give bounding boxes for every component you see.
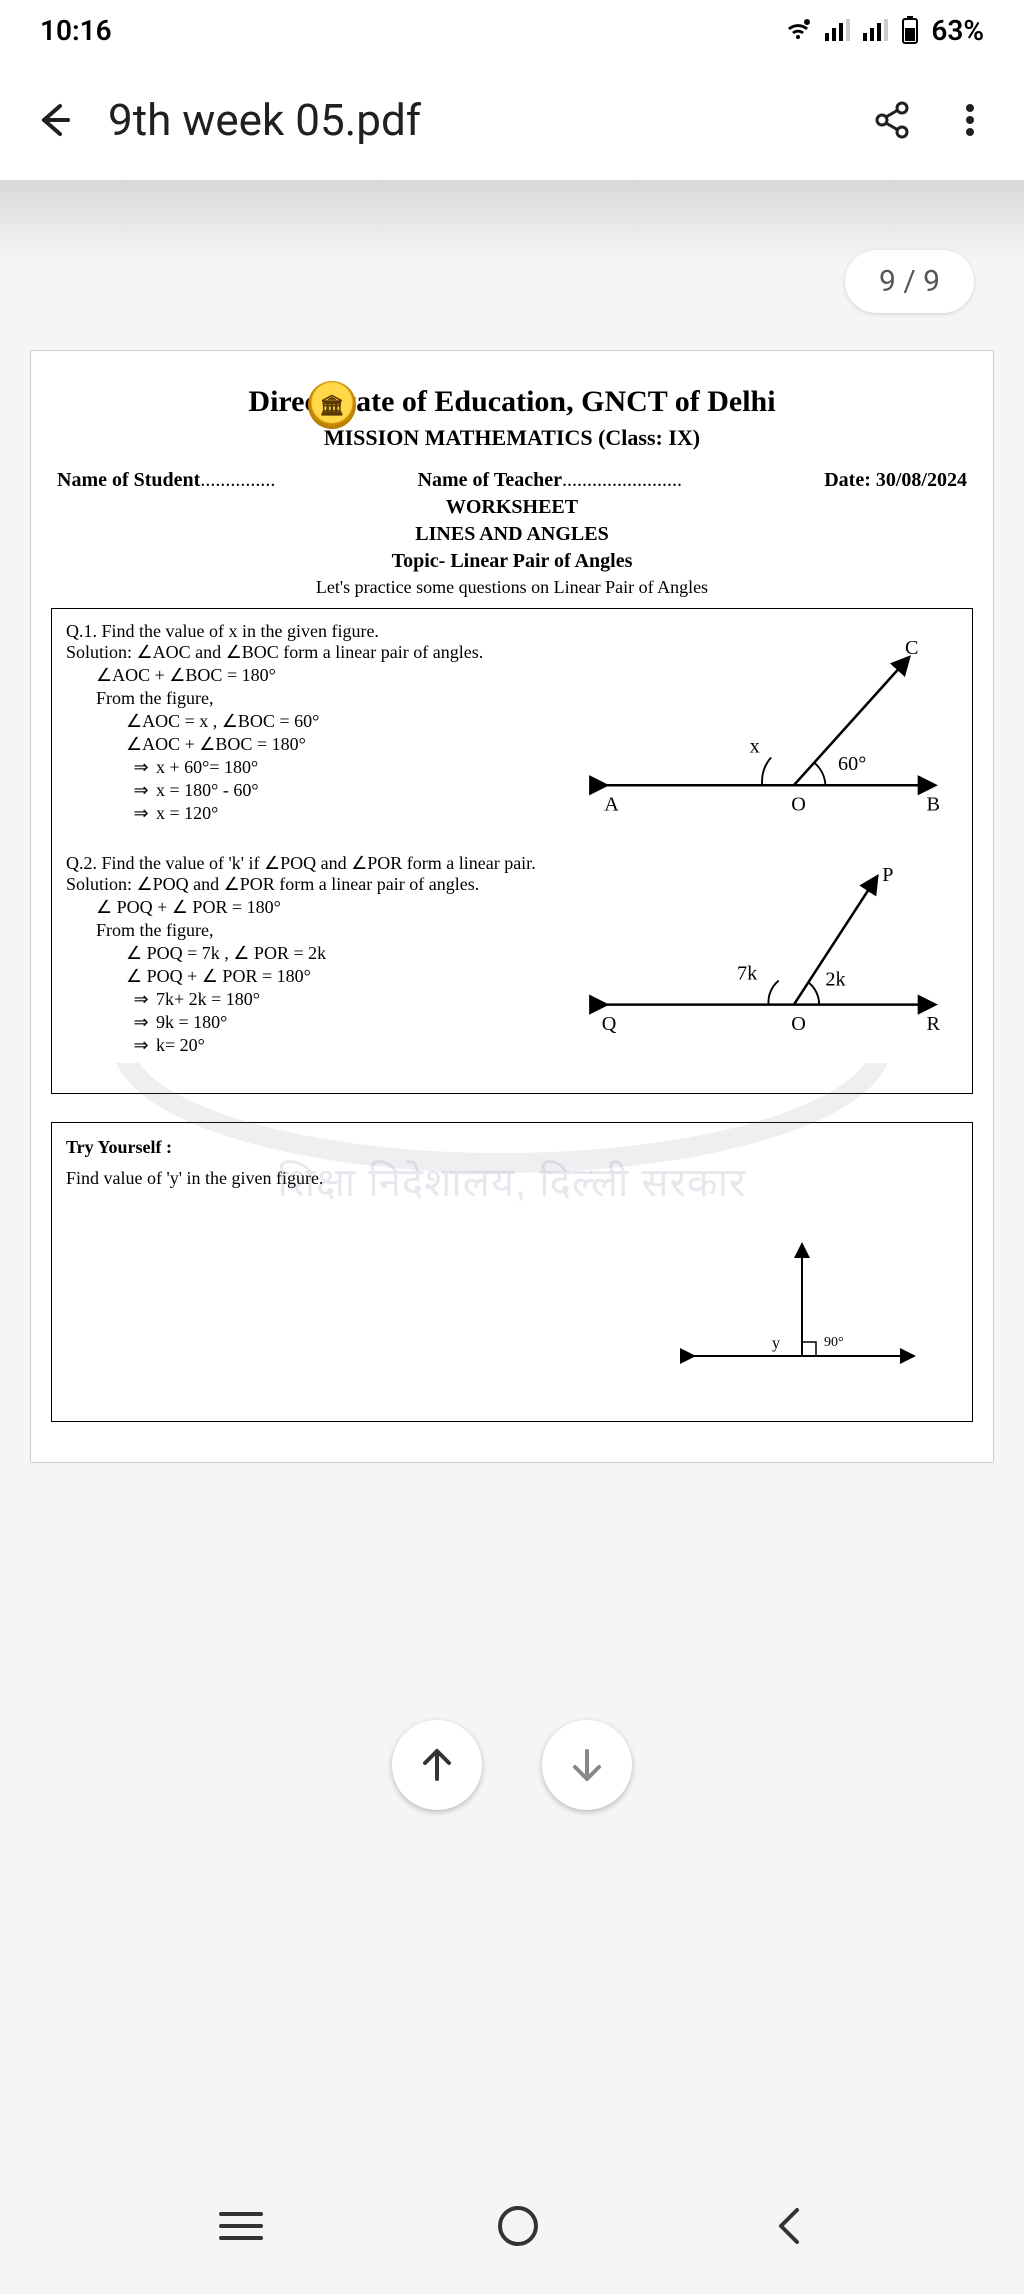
org-title: Directorate of Education, GNCT of Delhi <box>51 385 973 419</box>
q2-l6: ⇒9k = 180° <box>126 1012 559 1033</box>
svg-text:C: C <box>905 637 918 659</box>
practice-line: Let's practice some questions on Linear … <box>51 577 973 598</box>
circle-icon <box>494 2202 542 2250</box>
student-label: Name of Student <box>57 469 275 492</box>
status-time: 10:16 <box>40 14 112 47</box>
page-down-button[interactable] <box>542 1720 632 1810</box>
q1-l3: ∠AOC = x , ∠BOC = 60° <box>126 711 559 732</box>
date-label: Date: 30/08/2024 <box>824 469 967 492</box>
q1-l5: ⇒x + 60°= 180° <box>126 757 559 778</box>
question-box: Q.1. Find the value of x in the given fi… <box>51 608 973 1094</box>
q1-l2: From the figure, <box>96 688 559 709</box>
arrow-down-icon <box>565 1743 609 1787</box>
header-shadow <box>0 180 1024 260</box>
svg-text:7k: 7k <box>737 962 758 984</box>
signal-icon-2 <box>863 19 889 41</box>
topic-label: Topic- Linear Pair of Angles <box>51 550 973 573</box>
q1-solution-intro: Solution: ∠AOC and ∠BOC form a linear pa… <box>66 642 559 663</box>
arrow-up-icon <box>415 1743 459 1787</box>
svg-text:P: P <box>882 864 893 886</box>
home-button[interactable] <box>494 2202 542 2254</box>
svg-text:y: y <box>772 1335 780 1352</box>
svg-text:B: B <box>926 794 939 816</box>
try-figure: y 90° <box>672 1226 932 1401</box>
q1-question: Q.1. Find the value of x in the given fi… <box>66 621 559 642</box>
battery-icon <box>901 16 919 44</box>
more-vert-icon <box>950 100 990 140</box>
svg-text:60°: 60° <box>838 753 866 775</box>
q2-l2: From the figure, <box>96 920 559 941</box>
sys-back-button[interactable] <box>767 2204 811 2252</box>
q1-text: Q.1. Find the value of x in the given fi… <box>66 621 559 841</box>
svg-text:x: x <box>749 735 759 757</box>
q2-l3: ∠ POQ = 7k , ∠ POR = 2k <box>126 943 559 964</box>
teacher-label: Name of Teacher <box>418 469 682 492</box>
q2-l1: ∠ POQ + ∠ POR = 180° <box>96 897 559 918</box>
q2-solution-intro: Solution: ∠POQ and ∠POR form a linear pa… <box>66 874 559 895</box>
q2-l4: ∠ POQ + ∠ POR = 180° <box>126 966 559 987</box>
meta-row: Name of Student Name of Teacher Date: 30… <box>51 469 973 492</box>
battery-pct: 63% <box>931 14 984 47</box>
q2-figure: 7k 2k Q O R P <box>579 853 958 1073</box>
signal-icon <box>825 19 851 41</box>
chevron-left-icon <box>767 2204 811 2248</box>
q2-l7: ⇒k= 20° <box>126 1035 559 1056</box>
try-heading: Try Yourself : <box>66 1137 958 1158</box>
pdf-page: 🏛 Directorate of Education, GNCT of Delh… <box>30 350 994 1463</box>
status-icons: 63% <box>783 14 984 47</box>
svg-text:90°: 90° <box>824 1335 844 1350</box>
try-question: Find value of 'y' in the given figure. <box>66 1168 958 1189</box>
chapter-label: LINES AND ANGLES <box>51 523 973 546</box>
share-button[interactable] <box>868 96 916 144</box>
try-yourself-box: शिक्षा निदेशालय, दिल्ली सरकार Try Yourse… <box>51 1122 973 1422</box>
mission-title: MISSION MATHEMATICS (Class: IX) <box>51 425 973 451</box>
worksheet-label: WORKSHEET <box>51 496 973 519</box>
svg-text:O: O <box>791 794 806 816</box>
file-title: 9th week 05.pdf <box>108 94 421 146</box>
q1-l1: ∠AOC + ∠BOC = 180° <box>96 665 559 686</box>
q2-text: Q.2. Find the value of 'k' if ∠POQ and ∠… <box>66 853 559 1073</box>
page-nav <box>0 1720 1024 1810</box>
status-bar: 10:16 63% <box>0 0 1024 60</box>
svg-text:2k: 2k <box>825 969 846 991</box>
q1-l4: ∠AOC + ∠BOC = 180° <box>126 734 559 755</box>
arrow-left-icon <box>34 100 74 140</box>
q2-l5: ⇒7k+ 2k = 180° <box>126 989 559 1010</box>
org-logo: 🏛 <box>308 381 356 429</box>
back-button[interactable] <box>30 96 78 144</box>
system-nav-bar <box>0 2202 1024 2254</box>
page-up-button[interactable] <box>392 1720 482 1810</box>
recent-apps-button[interactable] <box>213 2206 269 2250</box>
svg-text:R: R <box>926 1013 940 1035</box>
page-indicator: 9 / 9 <box>845 250 974 313</box>
q1-l7: ⇒x = 120° <box>126 803 559 824</box>
menu-lines-icon <box>213 2206 269 2246</box>
menu-button[interactable] <box>946 96 994 144</box>
wifi-icon <box>783 18 813 42</box>
share-icon <box>872 100 912 140</box>
q2-question: Q.2. Find the value of 'k' if ∠POQ and ∠… <box>66 853 559 874</box>
q1-figure: x 60° A O B C <box>579 621 958 841</box>
pdf-viewport[interactable]: 9 / 9 🏛 Directorate of Education, GNCT o… <box>0 260 1024 1463</box>
q1-l6: ⇒x = 180° - 60° <box>126 780 559 801</box>
svg-text:A: A <box>604 794 619 816</box>
app-title-bar: 9th week 05.pdf <box>0 60 1024 180</box>
svg-text:Q: Q <box>602 1013 617 1035</box>
svg-text:O: O <box>791 1013 806 1035</box>
